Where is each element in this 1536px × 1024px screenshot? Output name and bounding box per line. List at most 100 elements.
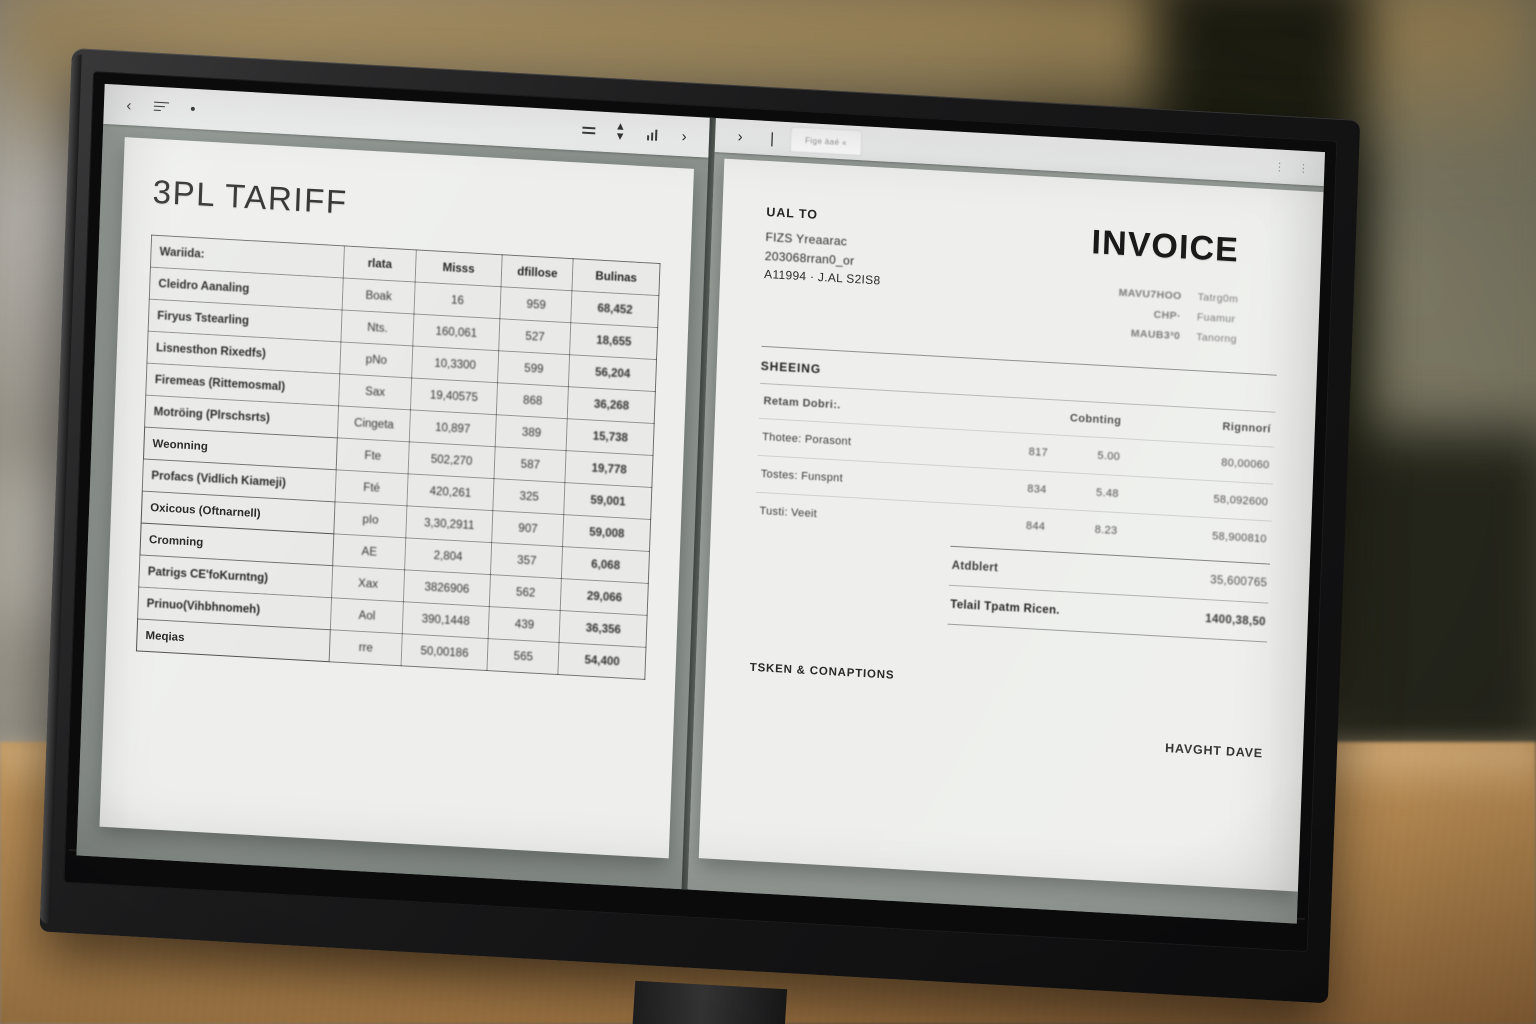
cell-min: 562 [489,574,562,611]
cell-min: 325 [493,478,566,515]
cell-uom: pNo [340,341,413,378]
tariff-col-total: Bulinas [572,258,660,296]
meta-key: MAUB3³0 [1130,327,1181,343]
cell-uom: Aol [330,597,404,634]
invoice-document: UAL TO FIZS Yreaarac 203068rran0_or A119… [698,158,1324,892]
tariff-document: 3PL TARIFF Wariida: rlata Misss dfillose… [99,137,694,859]
cell-total: 36,268 [567,386,656,424]
invoice-title-block: INVOICE MAVU7HOO Tatrg0m CHP· Fuamur [1088,223,1282,352]
cell-min: 389 [495,414,568,451]
settings-icon[interactable]: ⋮ [1297,162,1310,175]
tariff-table: Wariida: rlata Misss dfillose Bulinas Cl… [136,235,661,680]
cell-uom: Nts. [341,309,414,346]
cell-rate: 16 [413,281,502,319]
cell-uom: rre [329,629,402,666]
signature-name: HAVGHT DAVE [1164,740,1264,761]
tariff-col-min: dfillose [501,254,574,291]
record-dot-icon[interactable] [179,96,206,121]
document-tab[interactable]: Fige àaé « [790,127,862,156]
bar-chart-icon[interactable] [639,122,666,147]
invoice-col-qty [995,396,1054,435]
right-window-pane: › | Fige àaé « ⋮ ⋮ UAL TO FIZS Yreaarac … [687,118,1326,924]
subtotal-value: 35,600765 [1209,574,1268,590]
cell-total: 18,655 [570,322,658,360]
cell-min: 357 [490,542,563,579]
cell-rate: 420,261 [406,473,495,511]
cell-rate: 10,3300 [411,345,499,383]
align-lines-icon[interactable] [575,118,602,143]
cell-rate: 502,270 [407,441,496,479]
cell-rate: 50,00186 [400,633,489,671]
background-dark-box [1330,430,1536,770]
grand-total-value: 1400,38,50 [1205,613,1266,629]
sort-updown-icon[interactable]: ▲ ▼ [614,120,627,144]
toolbar-spacer [212,110,570,130]
toolbar-divider: | [769,129,775,147]
invoice-line-items-table: Retam Dobri:. Cobnting Rignnorí Thotee: … [754,383,1276,558]
grand-total-label: Telail Tpatm Ricen. [950,598,1061,617]
forward-button[interactable]: › [737,127,744,146]
cell-rate: 3826906 [403,569,491,607]
page-title: INVOICE [1090,223,1240,270]
terms-title: TSKEN & CONAPTIONS [749,661,895,682]
cell-uom: Sax [338,373,412,410]
more-options-icon[interactable]: ⋮ [1273,160,1286,174]
cell-uom: Xax [331,565,405,602]
cell-uom: Cingeta [337,405,411,442]
toolbar-spacer [867,144,1265,166]
cell-total: 6,068 [561,546,650,584]
cell-total: 56,204 [568,354,657,392]
cell-total: 54,400 [558,642,646,680]
monitor-stand-neck [629,980,788,1024]
cell-unit: 8.23 [1048,508,1123,550]
cell-qty: 834 [993,468,1052,509]
cell-qty: 844 [991,505,1050,546]
cell-total: 29,066 [560,578,649,616]
cell-min: 527 [498,318,572,355]
cell-uom: AE [333,533,406,570]
bill-to-block: UAL TO FIZS Yreaarac 203068rran0_or A119… [764,205,883,290]
cell-rate: 19,40575 [410,377,498,415]
cell-total: 68,452 [571,290,659,328]
invoice-col-unit: Cobnting [1052,399,1127,439]
cell-unit: 5.00 [1051,434,1125,476]
cell-unit: 5.48 [1049,471,1124,513]
hamburger-lines-icon[interactable] [147,94,174,119]
cell-min: 587 [494,446,567,483]
invoice-header: UAL TO FIZS Yreaarac 203068rran0_or A119… [762,205,1282,353]
cell-uom: pIo [334,501,407,538]
meta-value: Tanorng [1195,331,1238,346]
cell-total: 15,738 [566,418,655,456]
tariff-col-rate: Misss [414,249,503,287]
cell-rate: 3,30,2911 [405,505,494,543]
left-window-pane: ‹ ▲ ▼ › 3PL TARIFF [76,83,710,890]
cell-uom: Boak [342,277,415,314]
cell-uom: Fte [336,437,409,474]
cell-rate: 10,897 [408,409,497,447]
cell-min: 868 [496,382,569,419]
subtotal-label: Atdblert [951,559,999,575]
back-button[interactable]: ‹ [126,96,132,114]
cell-min: 565 [487,638,560,675]
cell-amount: 58,900810 [1120,512,1272,558]
cell-rate: 160,061 [412,313,501,351]
computer-monitor: ‹ ▲ ▼ › 3PL TARIFF [39,48,1361,1024]
cell-total: 59,008 [562,514,651,552]
invoice-meta: MAVU7HOO Tatrg0m CHP· Fuamur MAUB3³0 Tan… [1088,282,1280,352]
cell-min: 439 [488,606,561,643]
tariff-col-uom: rlata [343,246,417,282]
cell-qty: 817 [994,431,1053,472]
cell-total: 36,356 [559,610,648,648]
cell-total: 19,778 [565,450,653,488]
cell-total: 59,001 [564,482,652,520]
page-title: 3PL TARIFF [152,172,349,221]
cell-rate: 2,804 [404,537,492,575]
cell-uom: Fté [335,469,408,506]
cell-min: 907 [491,510,565,547]
forward-button[interactable]: › [681,127,687,145]
bill-to-label: UAL TO [766,205,819,222]
cell-rate: 390,1448 [401,601,490,639]
monitor-screen: ‹ ▲ ▼ › 3PL TARIFF [76,83,1326,924]
cell-min: 959 [500,286,573,323]
cell-min: 599 [497,350,571,387]
